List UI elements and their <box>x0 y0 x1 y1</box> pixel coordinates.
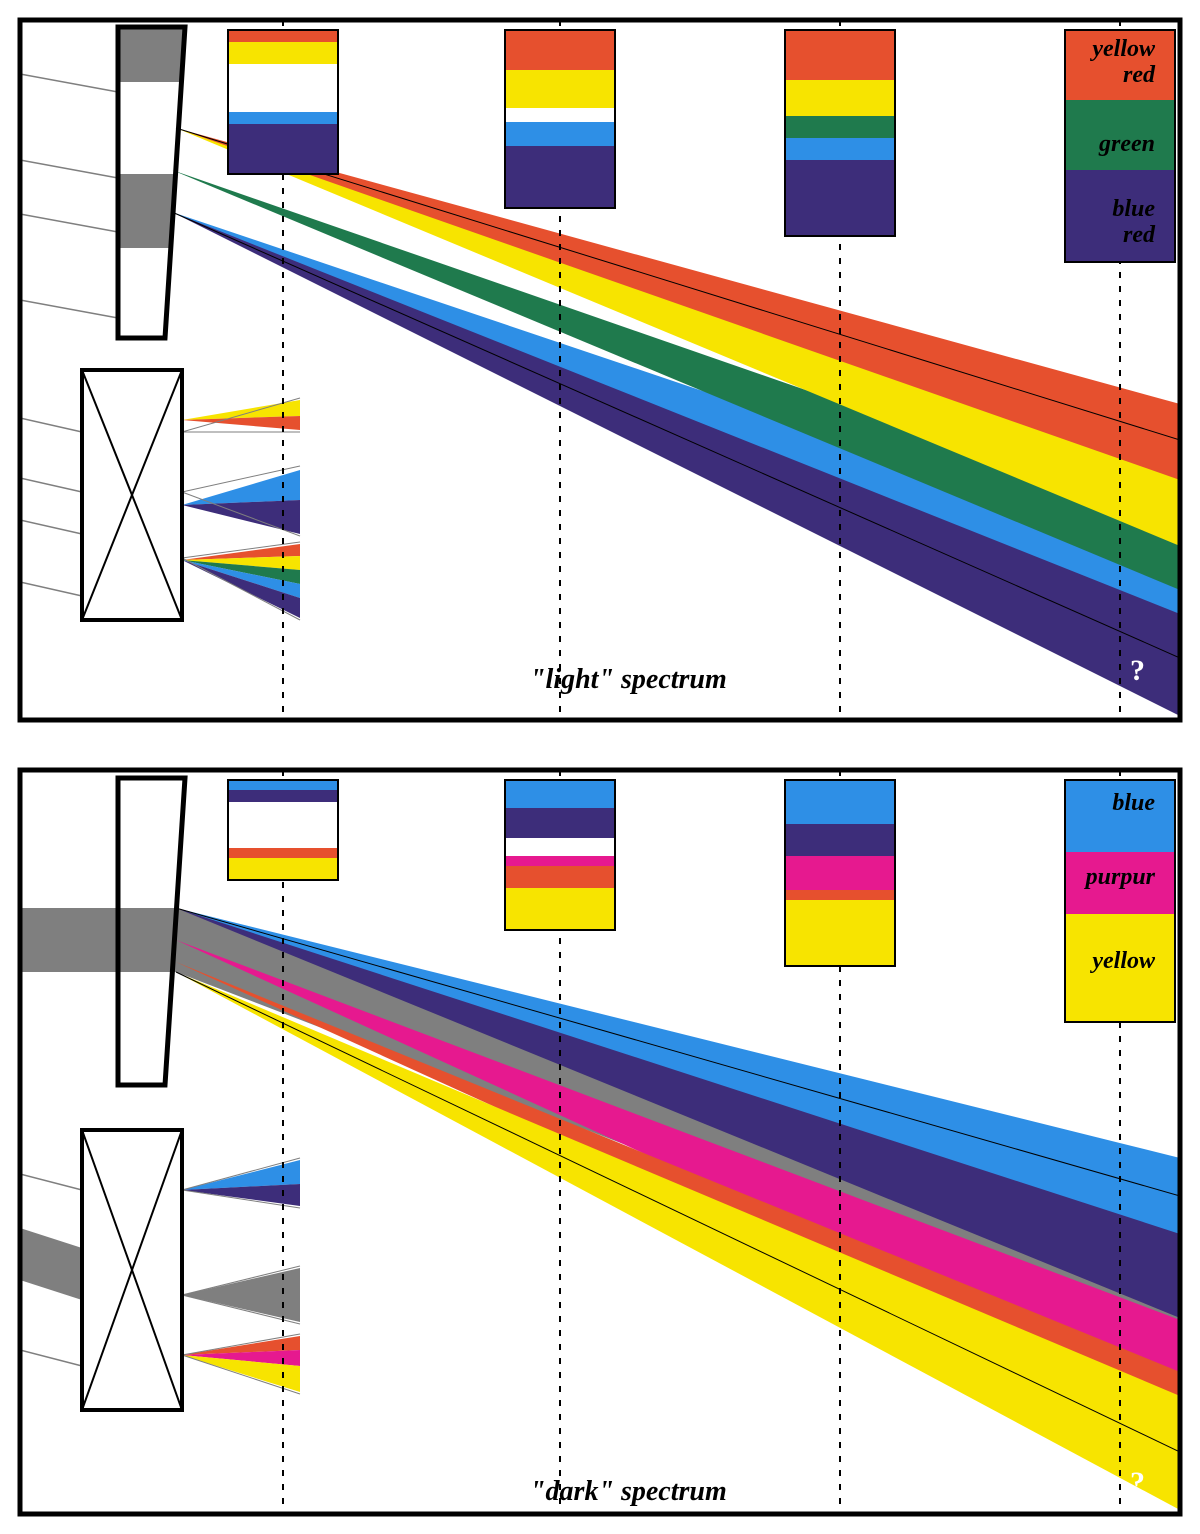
dp-bp-inray-0 <box>20 1174 82 1190</box>
legend-1: purpur <box>1084 864 1156 890</box>
bar-2-stripe-0 <box>785 30 895 80</box>
bar-1-stripe-0 <box>505 780 615 808</box>
bar-2-stripe-4 <box>785 900 895 966</box>
bar-1-stripe-2 <box>505 108 615 122</box>
bar-0-stripe-0 <box>228 30 338 42</box>
legend-2: green <box>1098 131 1155 157</box>
bar-0-stripe-1 <box>228 790 338 802</box>
legend-0: yellow <box>1089 36 1156 62</box>
dp-bp-inband <box>20 1228 82 1300</box>
bar-2-stripe-1 <box>785 824 895 856</box>
bar-1-stripe-0 <box>505 30 615 70</box>
lp-inray-0 <box>20 74 118 92</box>
lp-bp-inray-2 <box>20 520 82 534</box>
lp-inray-1 <box>20 160 118 178</box>
lp-bp-inray-3 <box>20 582 82 596</box>
bar-2-stripe-1 <box>785 80 895 116</box>
bar-1-stripe-2 <box>505 838 615 856</box>
legend-4: red <box>1123 222 1156 248</box>
bar-1-stripe-1 <box>505 808 615 838</box>
lp-prism-fill-0 <box>118 27 185 82</box>
legend-0: blue <box>1112 790 1155 816</box>
legend-2: yellow <box>1089 948 1156 974</box>
bar-1-stripe-3 <box>505 122 615 146</box>
lp-prism-fill-1 <box>118 174 176 248</box>
lp-bp-inray-1 <box>20 478 82 492</box>
bar-0-stripe-2 <box>228 802 338 848</box>
bar-0-stripe-1 <box>228 42 338 64</box>
bar-1-stripe-5 <box>505 888 615 930</box>
bar-0-stripe-3 <box>228 112 338 124</box>
lp-question: ? <box>1130 654 1145 687</box>
dp-bp-inray-1 <box>20 1350 82 1366</box>
dp-caption: "dark" spectrum <box>530 1476 727 1507</box>
lp-inray-3 <box>20 300 118 318</box>
bar-2-stripe-3 <box>785 138 895 160</box>
bar-1-stripe-4 <box>505 146 615 208</box>
bar-0-stripe-4 <box>228 858 338 880</box>
bar-2-stripe-4 <box>785 160 895 236</box>
bar-0-stripe-2 <box>228 64 338 112</box>
bar-1-stripe-3 <box>505 856 615 866</box>
bar-1-stripe-4 <box>505 866 615 888</box>
lp-bp-inray-0 <box>20 418 82 432</box>
legend-3: blue <box>1112 196 1155 222</box>
bar-2-stripe-2 <box>785 116 895 138</box>
bar-0-stripe-3 <box>228 848 338 858</box>
dp-fan-1 <box>176 908 1180 1318</box>
dp-question: ? <box>1130 1466 1145 1499</box>
bar-0-stripe-4 <box>228 124 338 174</box>
lp-inray-2 <box>20 214 118 232</box>
bar-2-stripe-0 <box>785 780 895 824</box>
spectra-diagram: yellowredgreenbluered?"light" spectrumbl… <box>0 0 1200 1534</box>
bar-0-stripe-0 <box>228 780 338 790</box>
lp-caption: "light" spectrum <box>530 664 727 695</box>
bar-2-stripe-3 <box>785 890 895 900</box>
bar-1-stripe-1 <box>505 70 615 108</box>
bar-2-stripe-2 <box>785 856 895 890</box>
legend-1: red <box>1123 62 1156 88</box>
lp-fan-3 <box>176 128 1180 546</box>
